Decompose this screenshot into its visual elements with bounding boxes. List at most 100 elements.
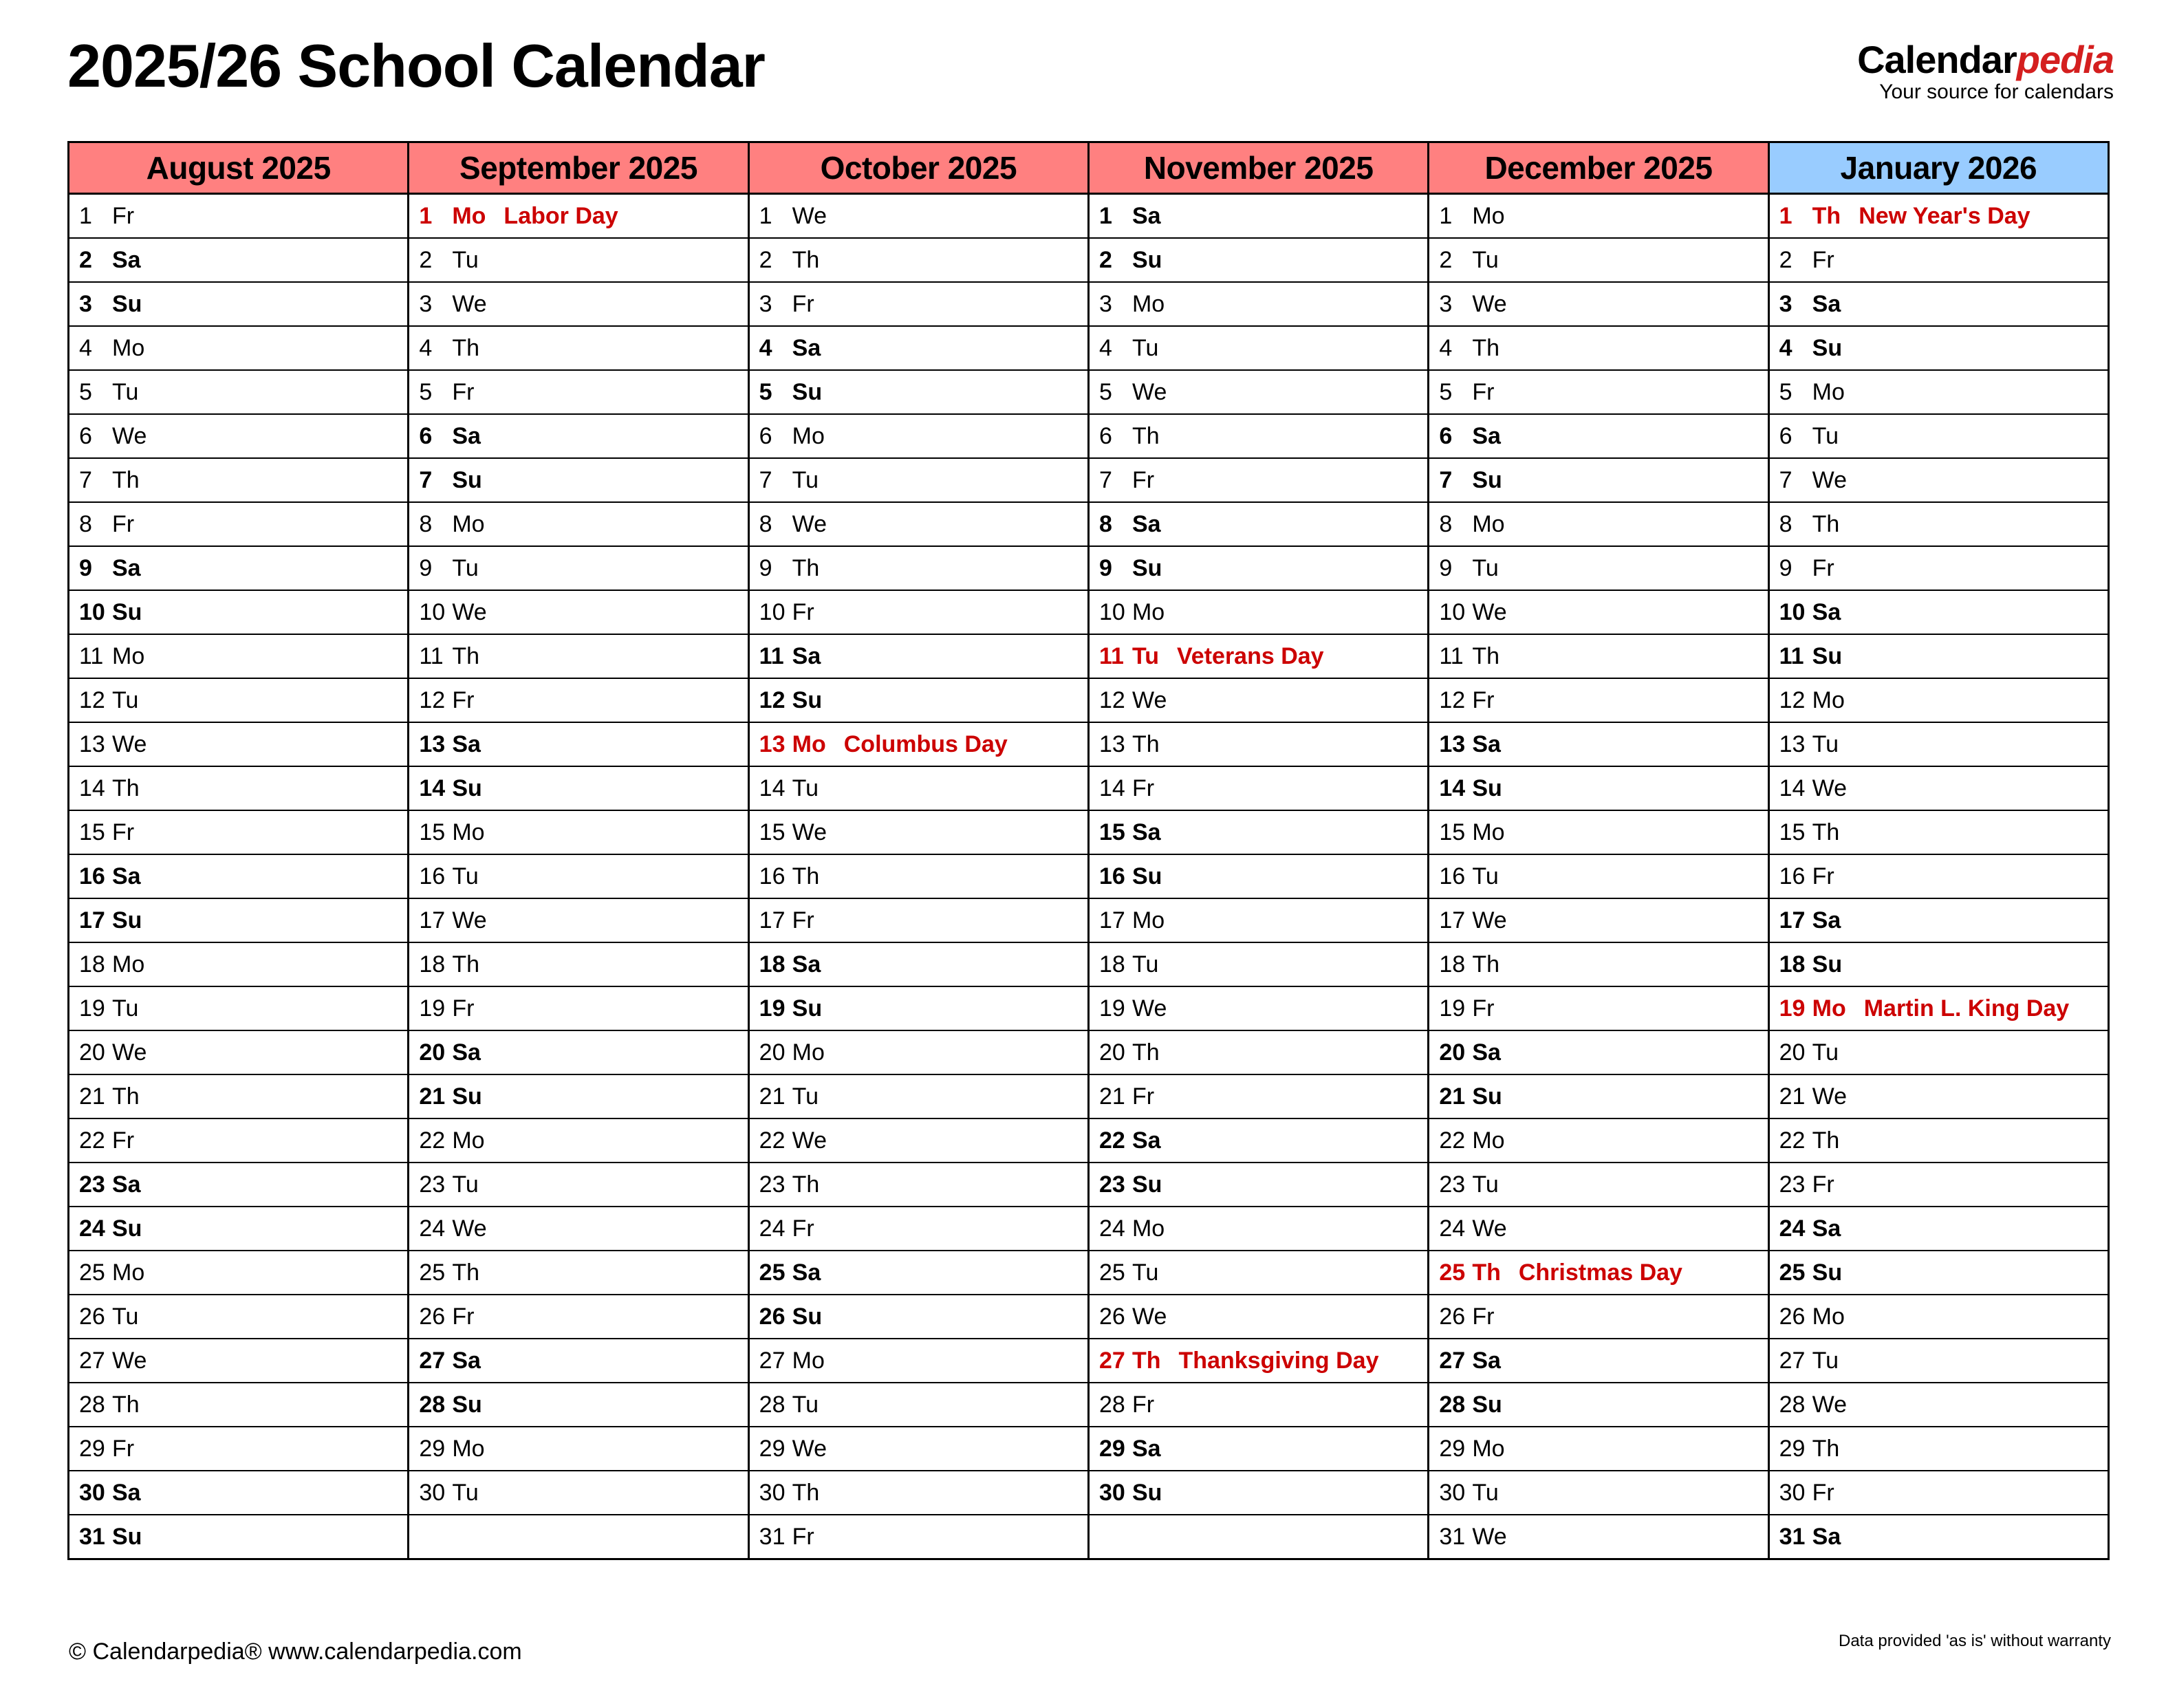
day-cell[interactable]: 2 Sa [67, 237, 410, 283]
day-cell[interactable]: 2 Su [1087, 237, 1430, 283]
day-cell[interactable]: 14 Th [67, 766, 410, 811]
day-cell[interactable]: 28 Su [1427, 1382, 1770, 1427]
day-cell[interactable]: 29 Mo [407, 1426, 750, 1471]
day-cell[interactable]: 31 Su [67, 1514, 410, 1560]
day-cell[interactable]: 19 Mo Martin L. King Day [1767, 986, 2110, 1031]
day-cell[interactable]: 11 Th [407, 634, 750, 679]
day-cell[interactable]: 11 Su [1767, 634, 2110, 679]
day-cell[interactable]: 1 Sa [1087, 193, 1430, 239]
day-cell[interactable]: 10 We [1427, 590, 1770, 635]
day-cell[interactable]: 9 Su [1087, 545, 1430, 591]
day-cell[interactable]: 21 Su [1427, 1074, 1770, 1119]
day-cell[interactable]: 3 Su [67, 281, 410, 327]
day-cell[interactable]: 4 Mo [67, 325, 410, 371]
day-cell[interactable]: 23 Su [1087, 1162, 1430, 1207]
day-cell[interactable]: 18 Th [407, 942, 750, 987]
day-cell[interactable]: 26 Tu [67, 1294, 410, 1339]
day-cell[interactable] [407, 1514, 750, 1560]
day-cell[interactable]: 1 Th New Year's Day [1767, 193, 2110, 239]
day-cell[interactable]: 20 We [67, 1030, 410, 1075]
day-cell[interactable]: 19 We [1087, 986, 1430, 1031]
day-cell[interactable]: 4 Th [407, 325, 750, 371]
day-cell[interactable]: 17 Sa [1767, 898, 2110, 943]
day-cell[interactable]: 10 Fr [747, 590, 1090, 635]
day-cell[interactable]: 29 Th [1767, 1426, 2110, 1471]
day-cell[interactable]: 23 Th [747, 1162, 1090, 1207]
day-cell[interactable]: 20 Sa [1427, 1030, 1770, 1075]
day-cell[interactable]: 26 Su [747, 1294, 1090, 1339]
day-cell[interactable]: 22 Mo [407, 1118, 750, 1163]
day-cell[interactable]: 15 Mo [1427, 810, 1770, 855]
day-cell[interactable]: 25 Su [1767, 1250, 2110, 1295]
day-cell[interactable]: 28 We [1767, 1382, 2110, 1427]
day-cell[interactable]: 20 Tu [1767, 1030, 2110, 1075]
day-cell[interactable]: 19 Fr [407, 986, 750, 1031]
day-cell[interactable]: 2 Fr [1767, 237, 2110, 283]
day-cell[interactable]: 25 Th [407, 1250, 750, 1295]
day-cell[interactable]: 1 Fr [67, 193, 410, 239]
day-cell[interactable]: 24 Sa [1767, 1206, 2110, 1251]
day-cell[interactable]: 3 Fr [747, 281, 1090, 327]
day-cell[interactable]: 9 Th [747, 545, 1090, 591]
day-cell[interactable]: 14 We [1767, 766, 2110, 811]
day-cell[interactable]: 1 We [747, 193, 1090, 239]
day-cell[interactable]: 11 Mo [67, 634, 410, 679]
day-cell[interactable]: 6 Sa [407, 413, 750, 459]
day-cell[interactable]: 21 Th [67, 1074, 410, 1119]
day-cell[interactable]: 12 Tu [67, 678, 410, 723]
day-cell[interactable]: 28 Su [407, 1382, 750, 1427]
day-cell[interactable]: 27 Sa [1427, 1338, 1770, 1383]
day-cell[interactable]: 24 We [1427, 1206, 1770, 1251]
day-cell[interactable]: 18 Mo [67, 942, 410, 987]
day-cell[interactable]: 10 Mo [1087, 590, 1430, 635]
day-cell[interactable]: 13 Tu [1767, 722, 2110, 767]
day-cell[interactable]: 9 Sa [67, 545, 410, 591]
day-cell[interactable]: 4 Su [1767, 325, 2110, 371]
day-cell[interactable]: 24 We [407, 1206, 750, 1251]
day-cell[interactable]: 6 We [67, 413, 410, 459]
day-cell[interactable]: 15 Th [1767, 810, 2110, 855]
day-cell[interactable]: 13 We [67, 722, 410, 767]
day-cell[interactable]: 10 We [407, 590, 750, 635]
day-cell[interactable]: 17 Fr [747, 898, 1090, 943]
day-cell[interactable]: 11 Sa [747, 634, 1090, 679]
day-cell[interactable]: 13 Mo Columbus Day [747, 722, 1090, 767]
day-cell[interactable]: 6 Sa [1427, 413, 1770, 459]
day-cell[interactable]: 16 Tu [1427, 854, 1770, 899]
day-cell[interactable]: 21 Fr [1087, 1074, 1430, 1119]
day-cell[interactable]: 17 Mo [1087, 898, 1430, 943]
day-cell[interactable]: 8 Th [1767, 501, 2110, 547]
day-cell[interactable]: 7 Th [67, 457, 410, 503]
day-cell[interactable]: 28 Tu [747, 1382, 1090, 1427]
day-cell[interactable]: 18 Tu [1087, 942, 1430, 987]
day-cell[interactable]: 8 Fr [67, 501, 410, 547]
day-cell[interactable]: 3 Mo [1087, 281, 1430, 327]
day-cell[interactable]: 27 Tu [1767, 1338, 2110, 1383]
day-cell[interactable]: 12 Fr [407, 678, 750, 723]
day-cell[interactable]: 30 Su [1087, 1470, 1430, 1515]
day-cell[interactable]: 20 Mo [747, 1030, 1090, 1075]
day-cell[interactable]: 8 Sa [1087, 501, 1430, 547]
day-cell[interactable]: 13 Sa [1427, 722, 1770, 767]
day-cell[interactable]: 14 Fr [1087, 766, 1430, 811]
day-cell[interactable]: 10 Sa [1767, 590, 2110, 635]
day-cell[interactable]: 22 Sa [1087, 1118, 1430, 1163]
day-cell[interactable]: 3 We [407, 281, 750, 327]
day-cell[interactable]: 4 Sa [747, 325, 1090, 371]
day-cell[interactable]: 11 Tu Veterans Day [1087, 634, 1430, 679]
day-cell[interactable]: 25 Sa [747, 1250, 1090, 1295]
day-cell[interactable]: 30 Th [747, 1470, 1090, 1515]
day-cell[interactable]: 24 Fr [747, 1206, 1090, 1251]
day-cell[interactable]: 7 Su [407, 457, 750, 503]
day-cell[interactable]: 2 Tu [407, 237, 750, 283]
day-cell[interactable]: 5 Fr [407, 369, 750, 415]
day-cell[interactable]: 26 Mo [1767, 1294, 2110, 1339]
day-cell[interactable]: 14 Su [1427, 766, 1770, 811]
day-cell[interactable]: 29 Sa [1087, 1426, 1430, 1471]
day-cell[interactable]: 19 Tu [67, 986, 410, 1031]
day-cell[interactable]: 18 Su [1767, 942, 2110, 987]
day-cell[interactable]: 23 Tu [407, 1162, 750, 1207]
day-cell[interactable]: 23 Fr [1767, 1162, 2110, 1207]
day-cell[interactable]: 9 Tu [1427, 545, 1770, 591]
day-cell[interactable]: 7 Tu [747, 457, 1090, 503]
